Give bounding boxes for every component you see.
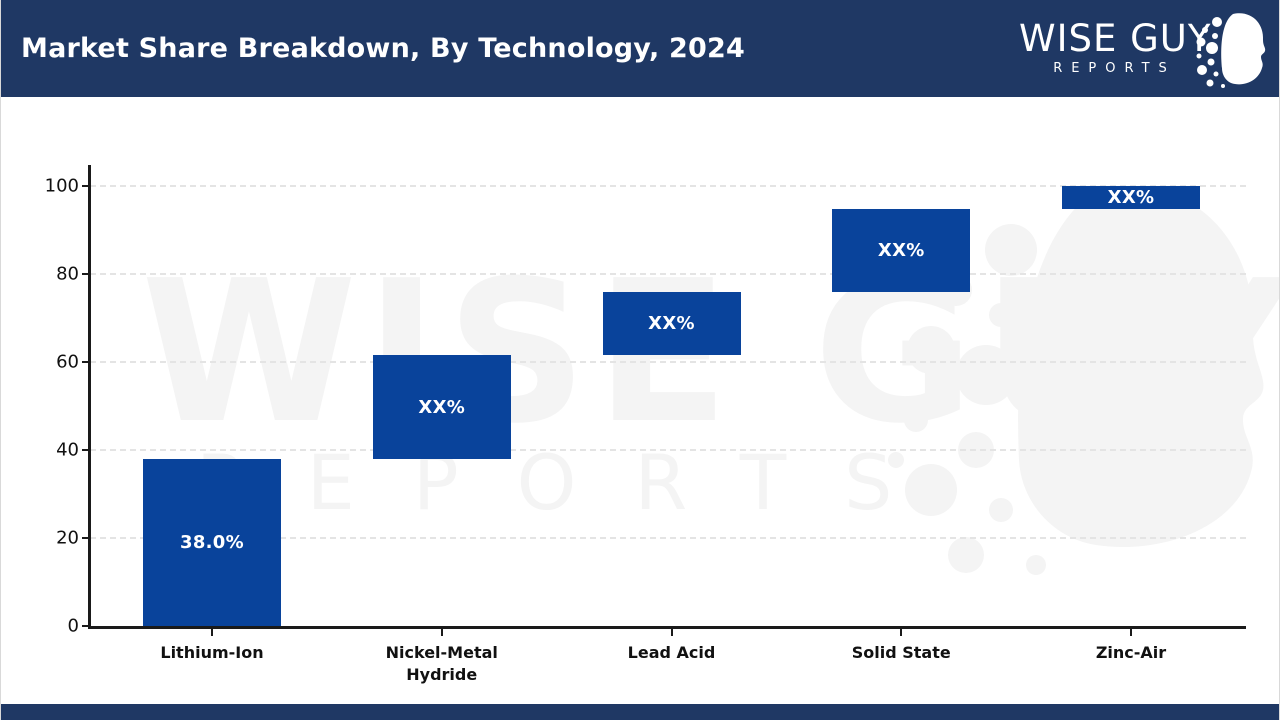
xtick-label-lithium-ion: Lithium-Ion xyxy=(160,643,264,662)
ytick-mark-80 xyxy=(82,273,90,275)
xtick-label-lead-acid: Lead Acid xyxy=(627,643,716,662)
ytick-label-80: 80 xyxy=(56,263,79,285)
ytick-mark-40 xyxy=(82,449,90,451)
bar-lithium-ion: 38.0% xyxy=(143,458,281,626)
xtick-label-nickel-metal-hydride: Nickel-Metal Hydride xyxy=(385,643,498,684)
bar-nickel-metal-hydride: XX% xyxy=(372,355,511,459)
page-title: Market Share Breakdown, By Technology, 2… xyxy=(21,33,746,64)
bar-value-label-lithium-ion: 38.0% xyxy=(180,531,244,553)
brand-wordmark: WISE GUY xyxy=(1019,17,1212,60)
footer-bar xyxy=(1,704,1279,720)
bar-value-label-zinc-air: XX% xyxy=(1107,186,1155,208)
gridline-y100 xyxy=(90,185,1246,187)
xtick-mark-lithium-ion xyxy=(211,628,213,636)
gridline-y60 xyxy=(90,361,1246,363)
ytick-label-100: 100 xyxy=(44,175,79,197)
xtick-mark-zinc-air xyxy=(1130,628,1132,636)
gridline-y40 xyxy=(90,449,1246,451)
xtick-label-solid-state: Solid State xyxy=(851,643,951,662)
xtick-mark-solid-state xyxy=(900,628,903,636)
ytick-label-20: 20 xyxy=(56,527,79,549)
bar-value-label-nickel-metal-hydride: XX% xyxy=(418,396,466,418)
y-axis xyxy=(88,165,91,628)
bar-zinc-air: XX% xyxy=(1062,186,1200,209)
ytick-mark-60 xyxy=(82,361,90,363)
xtick-mark-nickel-metal-hydride xyxy=(440,628,443,636)
bar-lead-acid: XX% xyxy=(602,291,741,356)
bar-value-label-solid-state: XX% xyxy=(877,239,925,261)
brand-logo: WISE GUY REPORTS xyxy=(1019,6,1269,92)
bar-solid-state: XX% xyxy=(832,208,971,292)
waterfall-chart: 0 20 40 60 80 100 38.0% Lithium-Ion XX% Nickel-Me… xyxy=(1,97,1279,704)
ytick-label-0: 0 xyxy=(67,615,79,637)
gridline-y20 xyxy=(90,537,1246,539)
ytick-mark-20 xyxy=(82,537,90,539)
brand-logo-text: WISE GUY REPORTS xyxy=(1019,17,1212,76)
header-bar: Market Share Breakdown, By Technology, 2… xyxy=(1,0,1279,97)
brand-subtext: REPORTS xyxy=(1053,61,1176,76)
x-axis xyxy=(88,626,1246,629)
gridline-y80 xyxy=(90,273,1246,275)
xtick-label-zinc-air: Zinc-Air xyxy=(1095,643,1167,662)
ytick-label-60: 60 xyxy=(56,351,79,373)
ytick-mark-0 xyxy=(82,625,90,627)
brand-head-icon xyxy=(1196,13,1266,88)
bar-value-label-lead-acid: XX% xyxy=(648,312,695,334)
xtick-mark-lead-acid xyxy=(670,628,673,636)
ytick-mark-100 xyxy=(82,185,90,187)
ytick-label-40: 40 xyxy=(56,439,79,461)
